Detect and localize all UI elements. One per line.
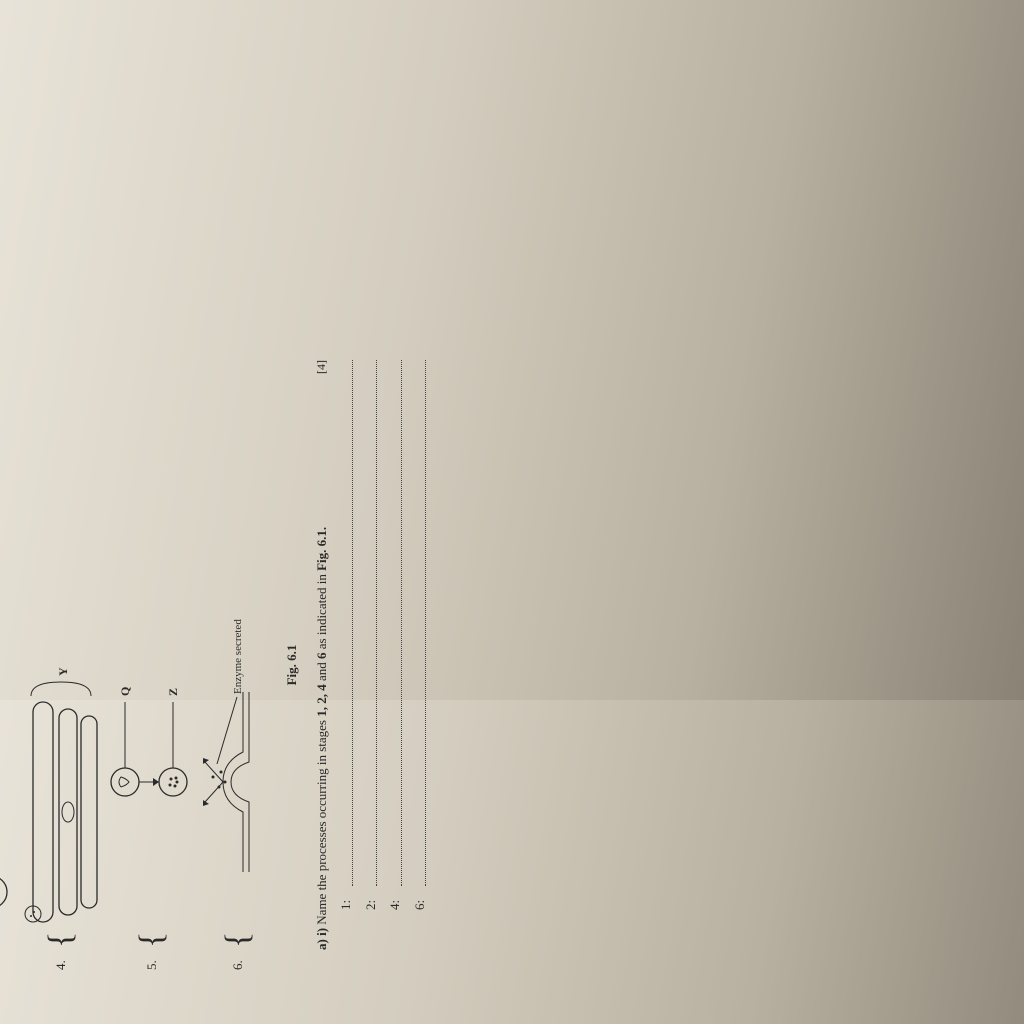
answer-num-4: 4: (386, 886, 404, 910)
dotted-line-icon (425, 360, 426, 886)
answer-num-6: 6: (411, 886, 429, 910)
q-text-2: as indicated in (314, 571, 329, 653)
answer-line-6[interactable]: 6: (411, 360, 429, 910)
label-z: Z (166, 688, 180, 696)
stage3-diagram: P (0, 672, 15, 932)
stage-num-6: 6. (229, 948, 247, 970)
stage5-diagram: Q Z (107, 632, 197, 932)
q-text-1: Name the processes occurring in stages (314, 717, 329, 928)
answer-num-1: 1: (337, 886, 355, 910)
question-a-i: a) i) Name the processes occurring in st… (313, 360, 331, 950)
q-figref: Fig. 6.1. (314, 527, 329, 571)
label-q: Q (118, 687, 132, 696)
dotted-line-icon (352, 360, 353, 886)
stage-6: 6. { Enzyme secreted (203, 360, 273, 970)
dotted-line-icon (376, 360, 377, 886)
stage-num-5: 5. (143, 948, 161, 970)
stage-3: 3. { P (0, 360, 15, 970)
q-bold-1: 1, 2, 4 (314, 684, 329, 717)
stage4-diagram: Y (21, 632, 101, 932)
dotted-line-icon (401, 360, 402, 886)
stage-num-4: 4. (52, 948, 70, 970)
answer-line-2[interactable]: 2: (362, 360, 380, 910)
stage6-diagram: Enzyme secreted (203, 612, 273, 932)
label-y: Y (56, 667, 70, 676)
brace-icon: { (140, 932, 164, 948)
label-enzyme-secreted: Enzyme secreted (232, 619, 244, 694)
stage-5: 5. { Q Z (107, 360, 197, 970)
brace-icon: { (49, 932, 73, 948)
answer-num-2: 2: (362, 886, 380, 910)
marks-4: [4] (313, 360, 329, 374)
fig-caption: Fig. 6.1 (283, 360, 301, 970)
brace-icon: { (226, 932, 250, 948)
q-prefix: a) i) (314, 928, 329, 950)
stage-4: 4. { Y (21, 360, 101, 970)
q-mid: and (314, 659, 329, 684)
answer-line-1[interactable]: 1: (337, 360, 355, 910)
q-bold-2: 6 (314, 653, 329, 660)
answer-line-4[interactable]: 4: (386, 360, 404, 910)
